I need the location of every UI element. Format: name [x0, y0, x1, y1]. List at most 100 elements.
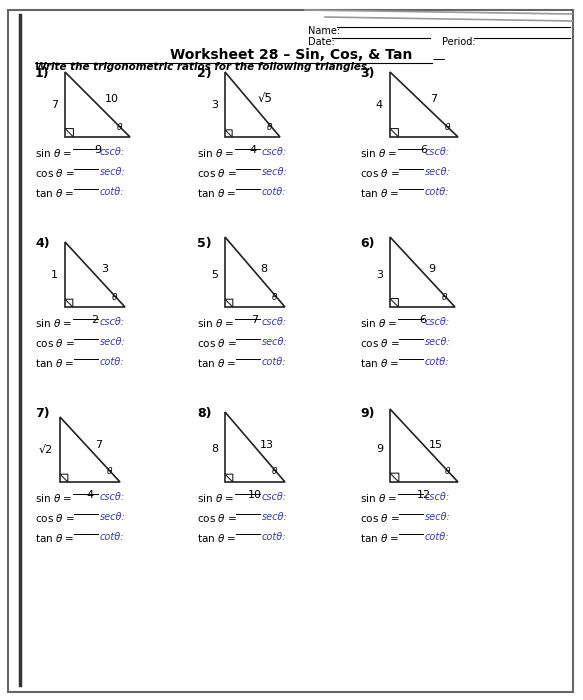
Text: secθ:: secθ:: [100, 512, 126, 522]
Text: $\theta$: $\theta$: [444, 120, 452, 132]
Text: tan $\theta$ =: tan $\theta$ =: [197, 187, 237, 199]
Text: secθ:: secθ:: [262, 337, 288, 347]
Text: $\theta$: $\theta$: [441, 290, 449, 302]
Text: $\theta$: $\theta$: [444, 466, 452, 477]
Text: secθ:: secθ:: [262, 512, 288, 522]
FancyBboxPatch shape: [8, 10, 573, 692]
Text: sin $\theta$ =: sin $\theta$ =: [197, 317, 234, 329]
Text: 7: 7: [95, 440, 102, 449]
Text: $\theta$: $\theta$: [111, 290, 119, 302]
Text: 3): 3): [360, 67, 374, 80]
Text: cscθ:: cscθ:: [262, 317, 287, 327]
Text: cscθ:: cscθ:: [262, 492, 287, 502]
Text: secθ:: secθ:: [100, 167, 126, 177]
Text: cos $\theta$ =: cos $\theta$ =: [197, 167, 237, 179]
Text: 6): 6): [360, 237, 374, 250]
Text: tan $\theta$ =: tan $\theta$ =: [35, 357, 75, 369]
Text: cos $\theta$ =: cos $\theta$ =: [197, 512, 237, 524]
Text: Name:: Name:: [308, 26, 340, 36]
Text: cos $\theta$ =: cos $\theta$ =: [360, 167, 400, 179]
Text: tan $\theta$ =: tan $\theta$ =: [360, 187, 399, 199]
Text: sin $\theta$ =: sin $\theta$ =: [360, 492, 398, 504]
Text: sin $\theta$ =: sin $\theta$ =: [35, 147, 72, 159]
Text: cos $\theta$ =: cos $\theta$ =: [35, 167, 75, 179]
Text: 3: 3: [211, 99, 218, 109]
Text: secθ:: secθ:: [425, 337, 451, 347]
Text: 10: 10: [104, 94, 118, 104]
Text: cscθ:: cscθ:: [262, 147, 287, 157]
Text: 6: 6: [420, 145, 427, 155]
Text: 8: 8: [211, 444, 218, 454]
Text: cotθ:: cotθ:: [262, 532, 286, 542]
Text: 4: 4: [249, 145, 256, 155]
Text: cscθ:: cscθ:: [425, 147, 450, 157]
Text: cos $\theta$ =: cos $\theta$ =: [360, 337, 400, 349]
Text: cotθ:: cotθ:: [425, 357, 449, 367]
Text: $\theta$: $\theta$: [117, 120, 124, 132]
Text: tan $\theta$ =: tan $\theta$ =: [197, 532, 237, 544]
Text: 1): 1): [35, 67, 50, 80]
Text: 1: 1: [51, 270, 58, 279]
Text: 4: 4: [86, 490, 93, 500]
Text: 7: 7: [251, 315, 259, 325]
Text: tan $\theta$ =: tan $\theta$ =: [360, 532, 399, 544]
Text: sin $\theta$ =: sin $\theta$ =: [35, 317, 72, 329]
Text: 9): 9): [360, 407, 374, 420]
Text: 9: 9: [94, 145, 101, 155]
Text: Worksheet 28 – Sin, Cos, & Tan: Worksheet 28 – Sin, Cos, & Tan: [170, 48, 412, 62]
Text: $\theta$: $\theta$: [271, 466, 279, 477]
Text: $\theta$: $\theta$: [106, 466, 114, 477]
Text: 4): 4): [35, 237, 50, 250]
Text: 4: 4: [376, 99, 383, 109]
Text: $\theta$: $\theta$: [266, 120, 273, 132]
Text: cos $\theta$ =: cos $\theta$ =: [197, 337, 237, 349]
Text: tan $\theta$ =: tan $\theta$ =: [197, 357, 237, 369]
Text: √5: √5: [258, 93, 272, 106]
Text: sin $\theta$ =: sin $\theta$ =: [360, 317, 398, 329]
Text: cotθ:: cotθ:: [100, 187, 125, 197]
Text: cotθ:: cotθ:: [100, 357, 125, 367]
Text: cos $\theta$ =: cos $\theta$ =: [35, 337, 75, 349]
Text: $\theta$: $\theta$: [271, 290, 279, 302]
Text: cscθ:: cscθ:: [425, 492, 450, 502]
Text: cos $\theta$ =: cos $\theta$ =: [35, 512, 75, 524]
Text: 3: 3: [376, 270, 383, 279]
Text: 10: 10: [248, 490, 262, 500]
Text: cotθ:: cotθ:: [262, 357, 286, 367]
Text: 9: 9: [429, 265, 436, 274]
Text: 9: 9: [376, 444, 383, 454]
Text: cotθ:: cotθ:: [425, 187, 449, 197]
Text: cos $\theta$ =: cos $\theta$ =: [360, 512, 400, 524]
Text: sin $\theta$ =: sin $\theta$ =: [197, 147, 234, 159]
Text: 7: 7: [51, 99, 58, 109]
Text: 3: 3: [101, 265, 108, 274]
Text: cscθ:: cscθ:: [100, 147, 125, 157]
Text: 12: 12: [417, 490, 431, 500]
Text: tan $\theta$ =: tan $\theta$ =: [35, 187, 75, 199]
Text: secθ:: secθ:: [100, 337, 126, 347]
Text: —: —: [432, 53, 444, 66]
Text: cotθ:: cotθ:: [425, 532, 449, 542]
Text: 13: 13: [260, 440, 274, 449]
Text: √2: √2: [38, 444, 53, 454]
Text: 2): 2): [197, 67, 212, 80]
Text: 6: 6: [419, 315, 426, 325]
Text: Write the trigonometric ratios for the following triangles.: Write the trigonometric ratios for the f…: [35, 62, 371, 72]
Text: sin $\theta$ =: sin $\theta$ =: [197, 492, 234, 504]
Text: 5: 5: [211, 270, 218, 279]
Text: 8: 8: [260, 265, 267, 274]
Text: sin $\theta$ =: sin $\theta$ =: [35, 492, 72, 504]
Text: 2: 2: [92, 315, 99, 325]
Text: 7: 7: [430, 94, 437, 104]
Text: 5): 5): [197, 237, 212, 250]
Text: 15: 15: [429, 440, 443, 449]
Text: tan $\theta$ =: tan $\theta$ =: [35, 532, 75, 544]
Text: tan $\theta$ =: tan $\theta$ =: [360, 357, 399, 369]
Text: secθ:: secθ:: [262, 167, 288, 177]
Text: cscθ:: cscθ:: [425, 317, 450, 327]
Text: cscθ:: cscθ:: [100, 317, 125, 327]
Text: Date:: Date:: [308, 37, 335, 47]
Text: secθ:: secθ:: [425, 167, 451, 177]
Text: cotθ:: cotθ:: [100, 532, 125, 542]
Text: 7): 7): [35, 407, 50, 420]
